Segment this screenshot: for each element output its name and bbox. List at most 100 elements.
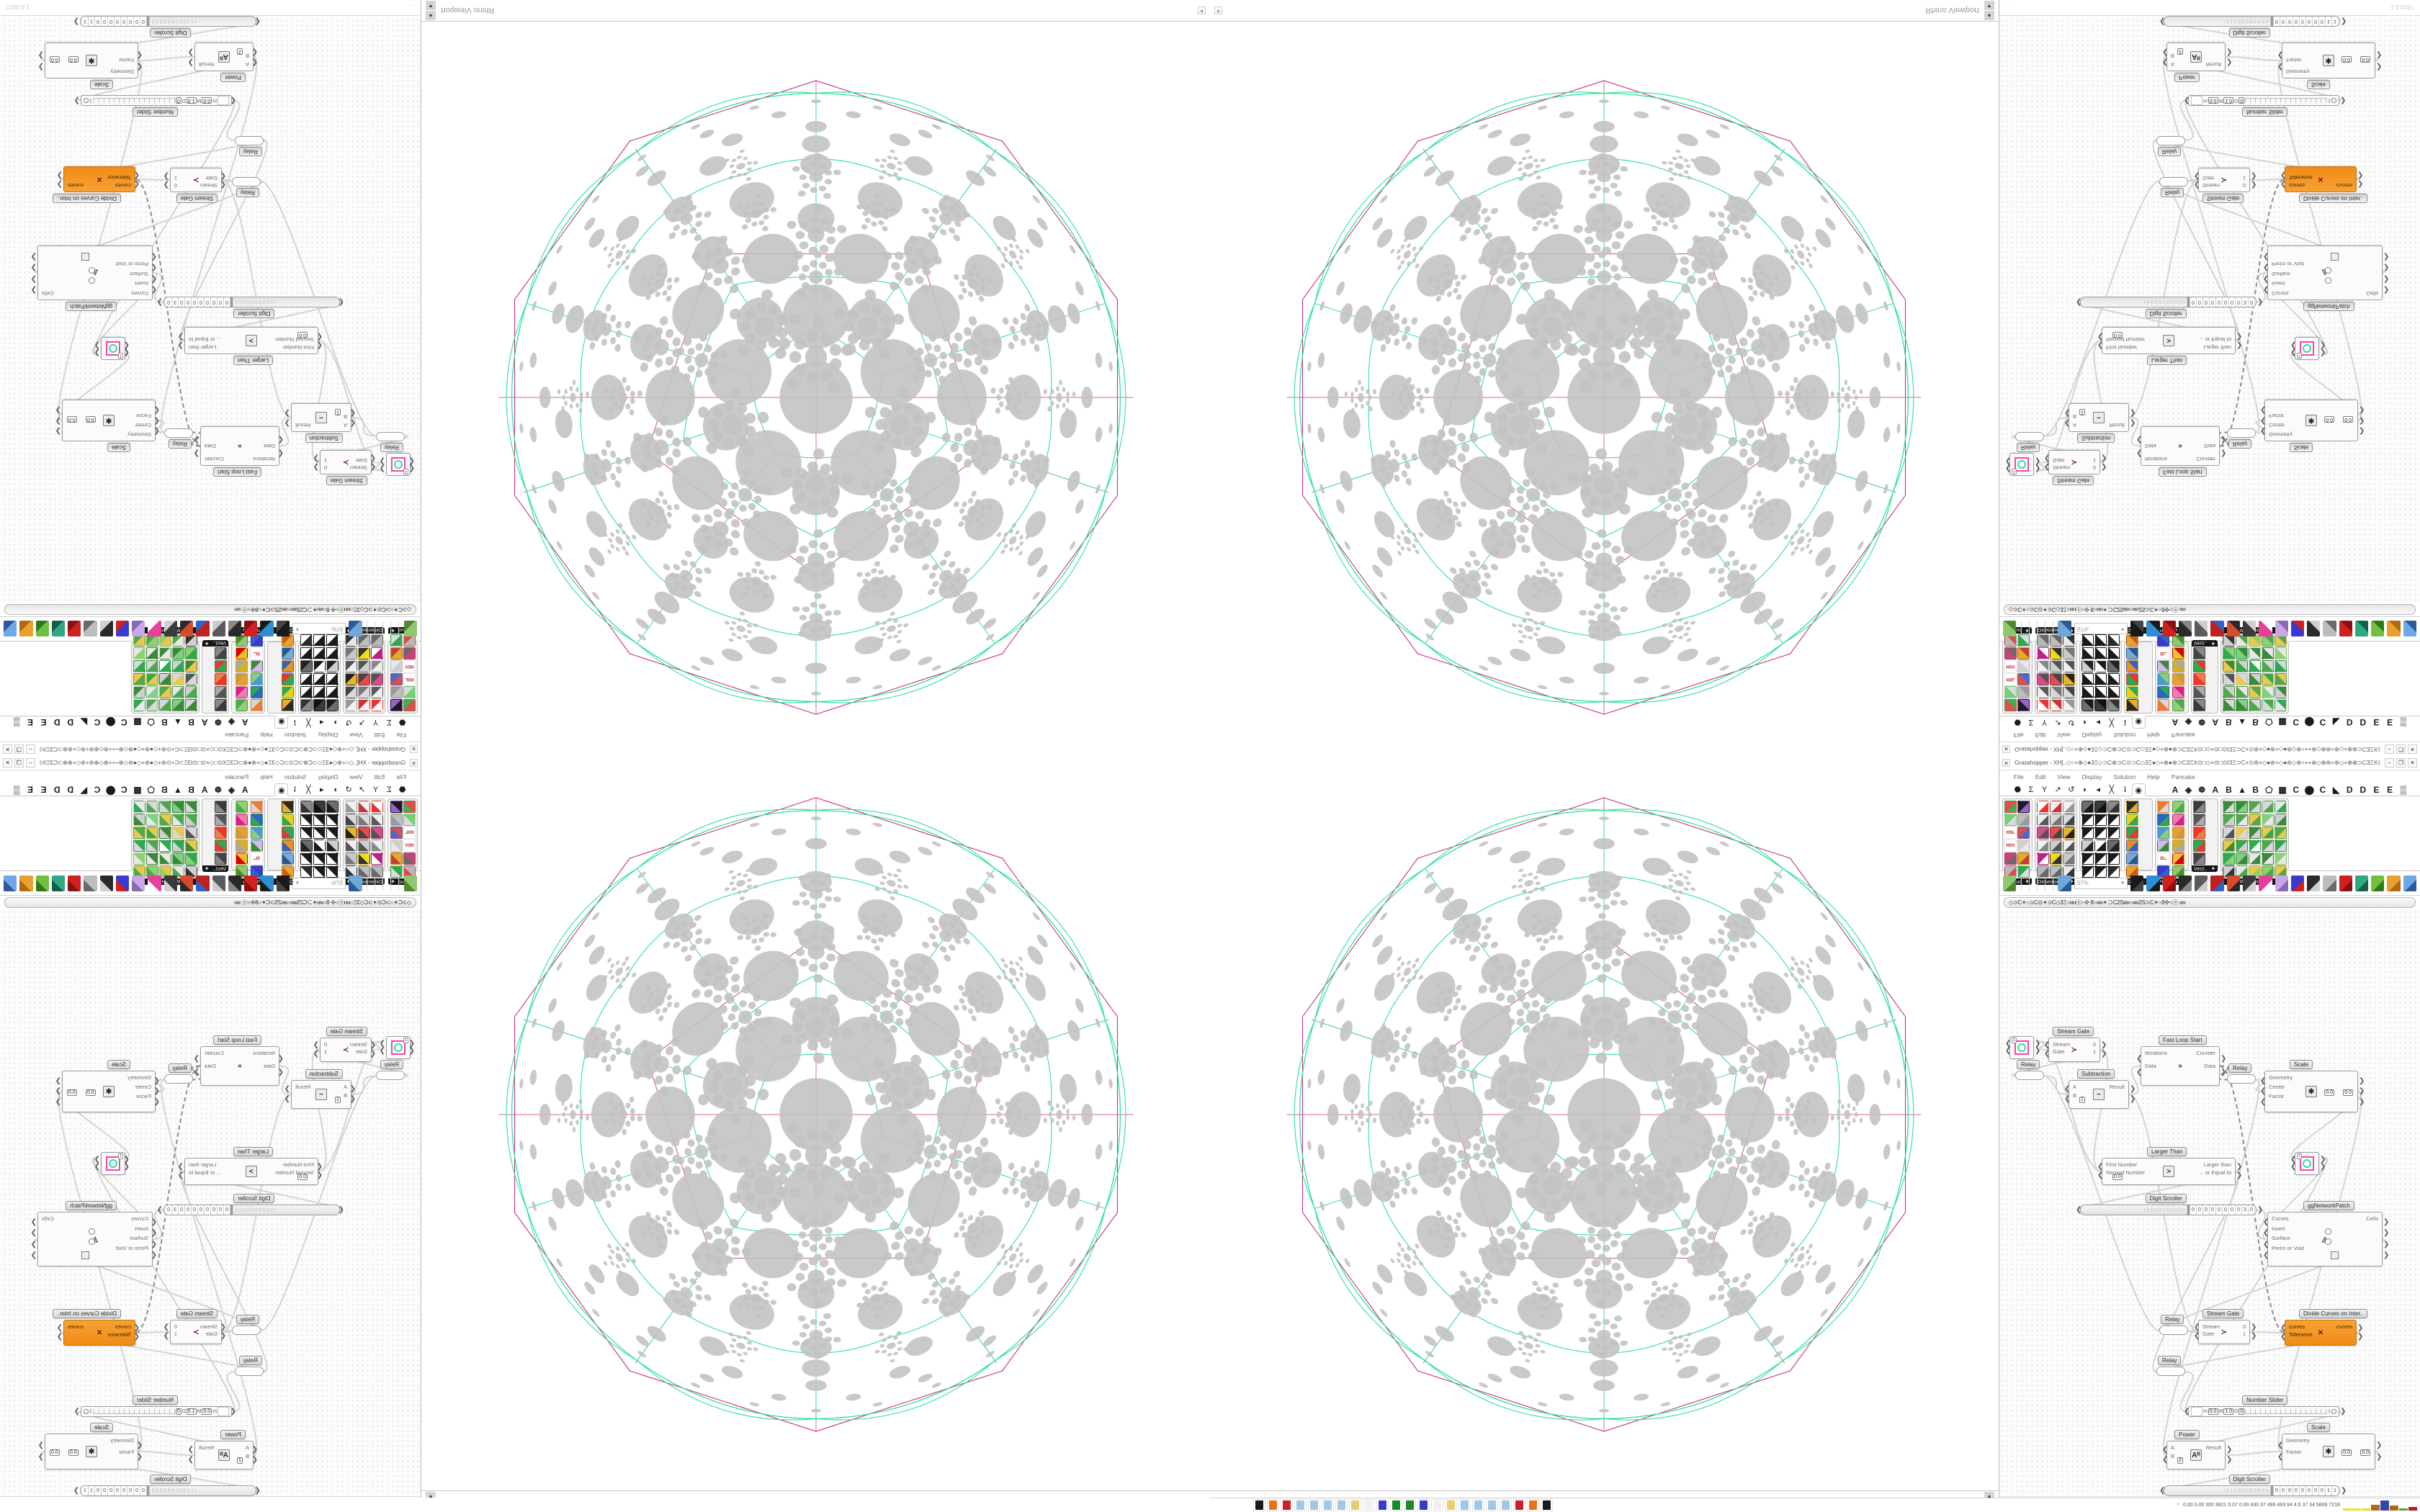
component-icon[interactable]	[403, 852, 416, 865]
rhino-icon[interactable]	[1513, 1499, 1525, 1511]
component-icon[interactable]	[2036, 801, 2049, 813]
component-icon[interactable]	[326, 660, 339, 672]
scroller-digit[interactable]: 1	[2325, 1486, 2331, 1495]
component-icon[interactable]	[345, 814, 358, 826]
material-blue-icon[interactable]	[4, 875, 17, 891]
component-icon[interactable]	[2094, 647, 2107, 660]
port-grip-in[interactable]: ❮	[2136, 1068, 2143, 1076]
component-icon[interactable]	[215, 647, 228, 660]
menu-item-view[interactable]: View	[2057, 732, 2071, 739]
firefox-icon[interactable]	[1527, 1499, 1539, 1511]
component-icon[interactable]	[235, 673, 248, 685]
ribbon-panel-colour[interactable]: HSLHSVColour✦	[387, 798, 418, 885]
bulb-icon[interactable]	[132, 621, 145, 637]
input-port-geometry[interactable]: Geometry	[110, 68, 134, 75]
circle-param-a[interactable]: 1	[386, 1036, 411, 1059]
divide-curves-on-intersect[interactable]: curves Tolerance curves ✕	[63, 1320, 135, 1346]
relay-c[interactable]	[232, 177, 261, 186]
component-icon[interactable]	[2081, 865, 2094, 878]
tab-dot[interactable]: ⬤	[2304, 784, 2315, 795]
component-icon[interactable]	[390, 634, 403, 647]
zoom-extents-icon[interactable]	[276, 875, 290, 891]
node-label[interactable]: Fast Loop Start	[213, 467, 261, 477]
port-grip-out[interactable]: ❯	[193, 436, 200, 444]
node-field-value[interactable]: 0.0	[2343, 1089, 2353, 1096]
scroller-digit[interactable]: 0	[121, 17, 127, 26]
relay-b[interactable]	[164, 428, 193, 438]
power[interactable]: A B Result 2 Aᴮ	[194, 1441, 254, 1470]
menu-item-file[interactable]: File	[396, 732, 406, 739]
larger-than[interactable]: First Number Second Number Larger than... …	[184, 327, 318, 354]
component-icon[interactable]	[2017, 827, 2030, 839]
component-icon[interactable]	[300, 647, 313, 660]
component-icon[interactable]	[326, 634, 339, 647]
slider-field-value[interactable]: 0	[175, 97, 182, 104]
port-grip-in[interactable]: ❮	[349, 1094, 356, 1103]
component-icon[interactable]	[133, 660, 145, 672]
port-grip-in[interactable]: ❮	[2263, 253, 2269, 261]
node-chip-value[interactable]: 0.0	[2112, 1174, 2123, 1180]
component-icon[interactable]	[2275, 686, 2287, 698]
component-icon[interactable]	[250, 660, 263, 672]
ribbon-panel-graphics[interactable]: Graphics✦	[2079, 798, 2122, 885]
port-grip-out[interactable]: ❯	[2383, 253, 2390, 261]
component-icon[interactable]	[2125, 660, 2138, 672]
input-port-gate[interactable]: Gate	[205, 175, 218, 182]
component-icon[interactable]	[145, 852, 158, 865]
chevron-down-icon[interactable]: ▼	[295, 626, 300, 631]
save-file-icon[interactable]	[2058, 621, 2071, 637]
input-port-tolerance[interactable]: Tolerance	[107, 174, 131, 181]
node-chip-value[interactable]: 0.0	[297, 1174, 308, 1180]
port-grip-in[interactable]: ❮	[2194, 1331, 2200, 1340]
slider-knob[interactable]	[84, 98, 89, 103]
component-ribbon[interactable]: HSLHSVColour✦Dimensions✦Graphics✦Grap..✦…	[1999, 627, 2420, 716]
component-icon[interactable]	[2249, 801, 2262, 813]
input-port-tolerance[interactable]: Tolerance	[2289, 1331, 2313, 1338]
component-icon[interactable]	[390, 673, 403, 685]
component-icon[interactable]	[2017, 699, 2030, 711]
preview-eye-icon[interactable]	[2146, 875, 2160, 891]
node-label[interactable]: Scale	[2307, 1423, 2331, 1432]
material-orange-icon[interactable]	[19, 875, 33, 891]
port-grip-in[interactable]: ❮	[251, 1455, 258, 1464]
scroller-digit[interactable]: 0	[2215, 1205, 2222, 1215]
tab-a1[interactable]: A	[2172, 717, 2179, 728]
output-port-[interactable]: 0	[324, 1041, 328, 1048]
port-grip-out[interactable]: ❯	[2320, 1155, 2326, 1164]
scroll-up-icon[interactable]: ▲	[1984, 11, 1994, 20]
scroller-digit[interactable]: 0	[115, 17, 121, 26]
surface-tab[interactable]: ◗	[2082, 718, 2087, 727]
component-icon[interactable]	[390, 852, 403, 865]
material-teal-icon[interactable]	[2354, 875, 2369, 891]
node-label[interactable]: Stream Gate	[176, 194, 218, 203]
component-icon[interactable]	[2236, 814, 2249, 826]
component-icon[interactable]	[282, 647, 295, 660]
port-grip-in[interactable]: ❮	[151, 253, 157, 261]
slider-knob[interactable]	[84, 1409, 89, 1414]
component-icon[interactable]	[2262, 840, 2275, 852]
output-port-result[interactable]: Result	[199, 61, 215, 68]
component-icon[interactable]	[2049, 647, 2062, 660]
tab-bird[interactable]: ◣	[2332, 717, 2340, 728]
port-grip-out[interactable]: ❯	[2101, 462, 2107, 471]
help-icon[interactable]	[148, 875, 161, 891]
component-icon[interactable]	[313, 634, 326, 647]
component-icon[interactable]	[345, 699, 358, 711]
component-icon[interactable]	[215, 686, 228, 698]
input-port-invert[interactable]: Invert	[2272, 280, 2285, 287]
save-file-icon[interactable]	[349, 875, 362, 891]
menu-item-edit[interactable]: Edit	[2035, 773, 2046, 780]
component-icon[interactable]	[2049, 865, 2062, 878]
output-port-curves[interactable]: curves	[68, 182, 84, 189]
port-grip-in[interactable]: ❮	[338, 298, 344, 307]
tab-b2[interactable]: B	[161, 784, 168, 795]
params-tab[interactable]: ⬣	[398, 718, 406, 726]
ribbon-panel-dimensions[interactable]: Dimensions✦	[2034, 627, 2077, 714]
gha-assembly-icon[interactable]	[196, 621, 210, 637]
divide-curves-on-intersect[interactable]: curves Tolerance curves ✕	[2285, 166, 2357, 192]
maximize-button[interactable]: ❐	[2396, 758, 2406, 768]
node-label[interactable]: Power	[2174, 73, 2200, 82]
output-port-result[interactable]: Result	[2109, 422, 2125, 428]
scissors-icon[interactable]	[2290, 621, 2305, 637]
component-icon[interactable]	[2192, 852, 2205, 865]
